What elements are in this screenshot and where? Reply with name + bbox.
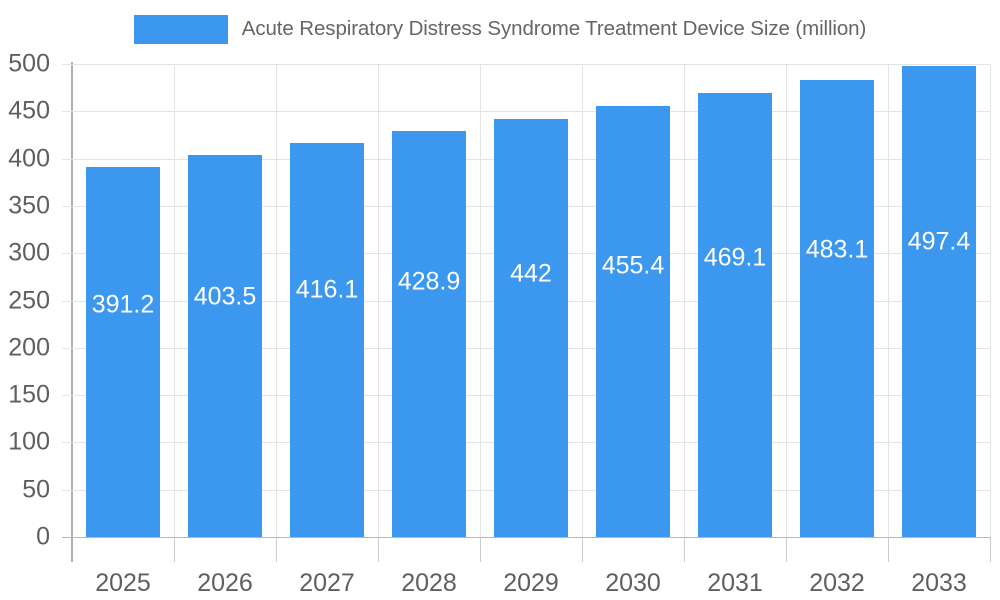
bar[interactable]: 469.1 (697, 93, 773, 537)
bar[interactable]: 391.2 (85, 166, 161, 537)
y-axis-tick-label: 400 (8, 144, 50, 173)
bar[interactable]: 483.1 (799, 80, 875, 537)
y-axis-tick-label: 500 (8, 49, 50, 78)
gridline-vertical (276, 64, 277, 537)
x-axis-tick-mark (174, 537, 175, 562)
bar-value-label: 497.4 (907, 227, 971, 255)
plot-area: 0 50 100 150 200 250 300 350 400 450 500 391.2 403.… (8, 50, 991, 597)
bar[interactable]: 497.4 (901, 66, 977, 537)
x-axis-tick-mark (990, 537, 991, 562)
x-axis-tick-label: 2031 (707, 569, 763, 597)
chart-legend: Acute Respiratory Distress Syndrome Trea… (0, 10, 1000, 48)
x-axis-tick-mark (71, 537, 73, 562)
gridline-vertical (684, 64, 685, 537)
gridline-horizontal (62, 64, 990, 65)
y-axis-line (71, 62, 73, 559)
y-axis-tick-label: 200 (8, 333, 50, 362)
x-axis-tick-mark (582, 537, 583, 562)
x-axis-tick-label: 2029 (503, 569, 559, 597)
y-axis-tick-label: 300 (8, 238, 50, 267)
x-axis-tick-mark (786, 537, 787, 562)
y-axis-tick-label: 350 (8, 191, 50, 220)
x-axis-tick-label: 2027 (299, 569, 355, 597)
x-axis-tick-label: 2030 (605, 569, 661, 597)
gridline-vertical (786, 64, 787, 537)
bar[interactable]: 455.4 (595, 106, 671, 537)
y-axis-tick-label: 450 (8, 96, 50, 125)
x-axis-tick-label: 2028 (401, 569, 457, 597)
gridline-horizontal (62, 537, 990, 538)
x-axis-tick-mark (276, 537, 277, 562)
bar-value-label: 403.5 (193, 282, 257, 311)
bar[interactable]: 403.5 (187, 155, 263, 537)
x-axis-tick-label: 2032 (809, 569, 865, 597)
bar-value-label: 469.1 (703, 243, 767, 272)
gridline-vertical (990, 64, 991, 537)
bar-value-label: 455.4 (601, 251, 665, 280)
y-axis-tick-label: 50 (22, 475, 50, 504)
y-axis-tick-label: 0 (36, 522, 50, 551)
x-axis-tick-mark (480, 537, 481, 562)
bar-value-label: 483.1 (805, 235, 869, 264)
bar[interactable]: 416.1 (289, 143, 365, 537)
x-axis-tick-label: 2033 (911, 569, 967, 597)
bar-value-label: 416.1 (295, 275, 359, 304)
bar[interactable]: 428.9 (391, 131, 467, 537)
bar-value-label: 428.9 (397, 267, 461, 296)
y-axis-tick-label: 250 (8, 286, 50, 314)
y-axis-tick-label: 100 (8, 427, 50, 456)
legend-color-swatch (133, 14, 228, 44)
x-axis-tick-mark (378, 537, 379, 562)
gridline-vertical (582, 64, 583, 537)
gridline-vertical (174, 64, 175, 537)
y-axis-tick-label: 150 (8, 380, 50, 409)
x-axis-tick-label: 2026 (197, 569, 253, 597)
gridline-vertical (888, 64, 889, 537)
bar-value-label: 442 (510, 259, 552, 288)
x-axis-tick-mark (888, 537, 889, 562)
bar[interactable]: 442 (493, 118, 569, 537)
bar-value-label: 391.2 (91, 290, 155, 319)
x-axis-tick-label: 2025 (95, 569, 151, 597)
gridline-vertical (480, 64, 481, 537)
x-axis-tick-mark (684, 537, 685, 562)
gridline-vertical (378, 64, 379, 537)
gridline-horizontal (62, 111, 990, 113)
legend-label: Acute Respiratory Distress Syndrome Trea… (241, 17, 867, 40)
